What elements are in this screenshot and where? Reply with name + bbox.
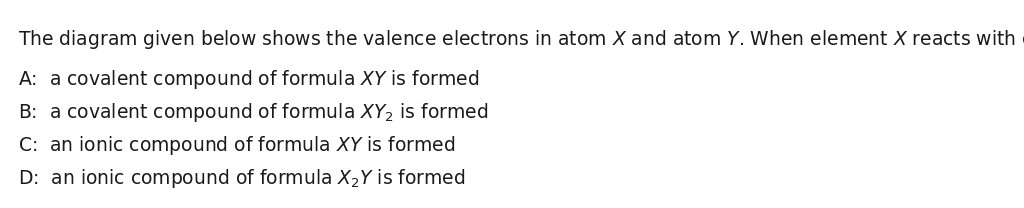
Text: B:  a covalent compound of formula $\mathit{XY}_2$ is formed: B: a covalent compound of formula $\math…: [18, 101, 488, 124]
Text: C:  an ionic compound of formula $\mathit{XY}$ is formed: C: an ionic compound of formula $\mathit…: [18, 134, 456, 157]
Text: A:  a covalent compound of formula $\mathit{XY}$ is formed: A: a covalent compound of formula $\math…: [18, 68, 479, 91]
Text: D:  an ionic compound of formula $\mathit{X}_2\mathit{Y}$ is formed: D: an ionic compound of formula $\mathit…: [18, 167, 466, 190]
Text: The diagram given below shows the valence electrons in atom $\mathit{X}$ and ato: The diagram given below shows the valenc…: [18, 28, 1024, 51]
